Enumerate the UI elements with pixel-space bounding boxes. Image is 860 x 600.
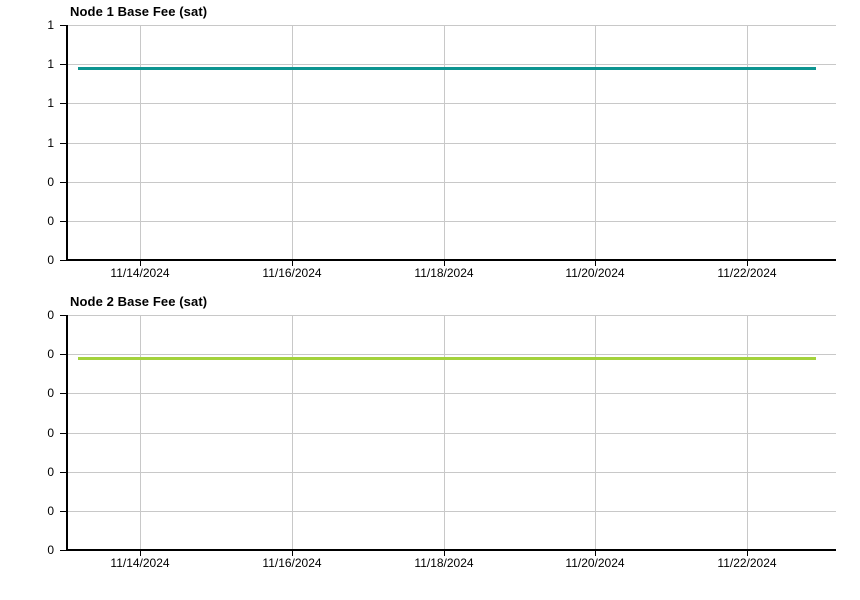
y-axis-tick-mark [60, 433, 66, 434]
x-axis-tick-mark [595, 261, 596, 266]
y-axis-tick-label: 0 [47, 214, 54, 228]
x-axis-line-node2 [66, 549, 836, 551]
gridline-vertical [140, 25, 141, 260]
y-axis-tick-mark [60, 393, 66, 394]
gridline-vertical [444, 25, 445, 260]
y-axis-tick-mark [60, 182, 66, 183]
gridline-horizontal [66, 64, 836, 65]
y-axis-tick-mark [60, 64, 66, 65]
gridline-horizontal [66, 472, 836, 473]
gridline-horizontal [66, 354, 836, 355]
y-axis-tick-mark [60, 221, 66, 222]
y-axis-tick-mark [60, 511, 66, 512]
y-axis-tick-label: 0 [47, 465, 54, 479]
y-axis-tick-mark [60, 103, 66, 104]
plot-area-node1 [66, 25, 836, 261]
gridline-horizontal [66, 221, 836, 222]
x-axis-tick-label: 11/20/2024 [565, 556, 625, 570]
gridline-horizontal [66, 25, 836, 26]
y-axis-tick-label: 1 [47, 18, 54, 32]
x-axis-tick-label: 11/22/2024 [717, 266, 777, 280]
gridline-vertical [595, 315, 596, 550]
y-axis-tick-label: 0 [47, 308, 54, 322]
gridline-horizontal [66, 315, 836, 316]
gridline-horizontal [66, 143, 836, 144]
gridline-vertical [140, 315, 141, 550]
x-axis-tick-mark [292, 551, 293, 556]
x-axis-tick-label: 11/14/2024 [110, 556, 170, 570]
y-axis-tick-label: 1 [47, 136, 54, 150]
y-axis-tick-label: 0 [47, 426, 54, 440]
x-axis-tick-mark [444, 261, 445, 266]
x-axis-tick-mark [444, 551, 445, 556]
gridline-vertical [444, 315, 445, 550]
y-axis-tick-label: 0 [47, 253, 54, 267]
y-axis-line-node1 [66, 25, 68, 261]
gridline-vertical [747, 315, 748, 550]
x-axis-tick-mark [292, 261, 293, 266]
y-axis-tick-label: 1 [47, 96, 54, 110]
y-axis-tick-label: 0 [47, 543, 54, 557]
gridline-vertical [292, 315, 293, 550]
series-line [78, 67, 816, 70]
x-axis-tick-mark [140, 551, 141, 556]
y-axis-tick-label: 0 [47, 175, 54, 189]
gridline-horizontal [66, 103, 836, 104]
x-axis-tick-label: 11/18/2024 [414, 266, 474, 280]
gridline-vertical [595, 25, 596, 260]
plot-area-node2 [66, 315, 836, 551]
y-axis-tick-mark [60, 260, 66, 261]
x-axis-tick-label: 11/22/2024 [717, 556, 777, 570]
x-axis-tick-mark [595, 551, 596, 556]
y-axis-line-node2 [66, 315, 68, 551]
y-axis-tick-mark [60, 143, 66, 144]
gridline-horizontal [66, 182, 836, 183]
x-axis-tick-mark [747, 551, 748, 556]
y-axis-tick-mark [60, 354, 66, 355]
chart-panel-node2: Node 2 Base Fee (sat) 0 0 0 0 0 0 0 11/14/2024 1… [0, 290, 860, 580]
x-axis-tick-label: 11/16/2024 [262, 556, 322, 570]
y-axis-tick-label: 0 [47, 386, 54, 400]
y-axis-tick-label: 1 [47, 57, 54, 71]
y-axis-tick-label: 0 [47, 504, 54, 518]
y-axis-tick-mark [60, 25, 66, 26]
x-axis-tick-mark [747, 261, 748, 266]
y-axis-tick-mark [60, 315, 66, 316]
gridline-horizontal [66, 433, 836, 434]
y-axis-tick-mark [60, 472, 66, 473]
y-axis-tick-mark [60, 550, 66, 551]
x-axis-tick-label: 11/18/2024 [414, 556, 474, 570]
chart-title-node1: Node 1 Base Fee (sat) [70, 4, 208, 19]
gridline-horizontal [66, 393, 836, 394]
gridline-vertical [292, 25, 293, 260]
gridline-vertical [747, 25, 748, 260]
x-axis-tick-mark [140, 261, 141, 266]
chart-title-node2: Node 2 Base Fee (sat) [70, 294, 208, 309]
x-axis-line-node1 [66, 259, 836, 261]
x-axis-tick-label: 11/16/2024 [262, 266, 322, 280]
x-axis-tick-label: 11/20/2024 [565, 266, 625, 280]
chart-panel-node1: Node 1 Base Fee (sat) 1 1 1 1 0 0 0 11/14/2024 1… [0, 0, 860, 290]
x-axis-tick-label: 11/14/2024 [110, 266, 170, 280]
series-line [78, 357, 816, 360]
y-axis-tick-label: 0 [47, 347, 54, 361]
gridline-horizontal [66, 511, 836, 512]
